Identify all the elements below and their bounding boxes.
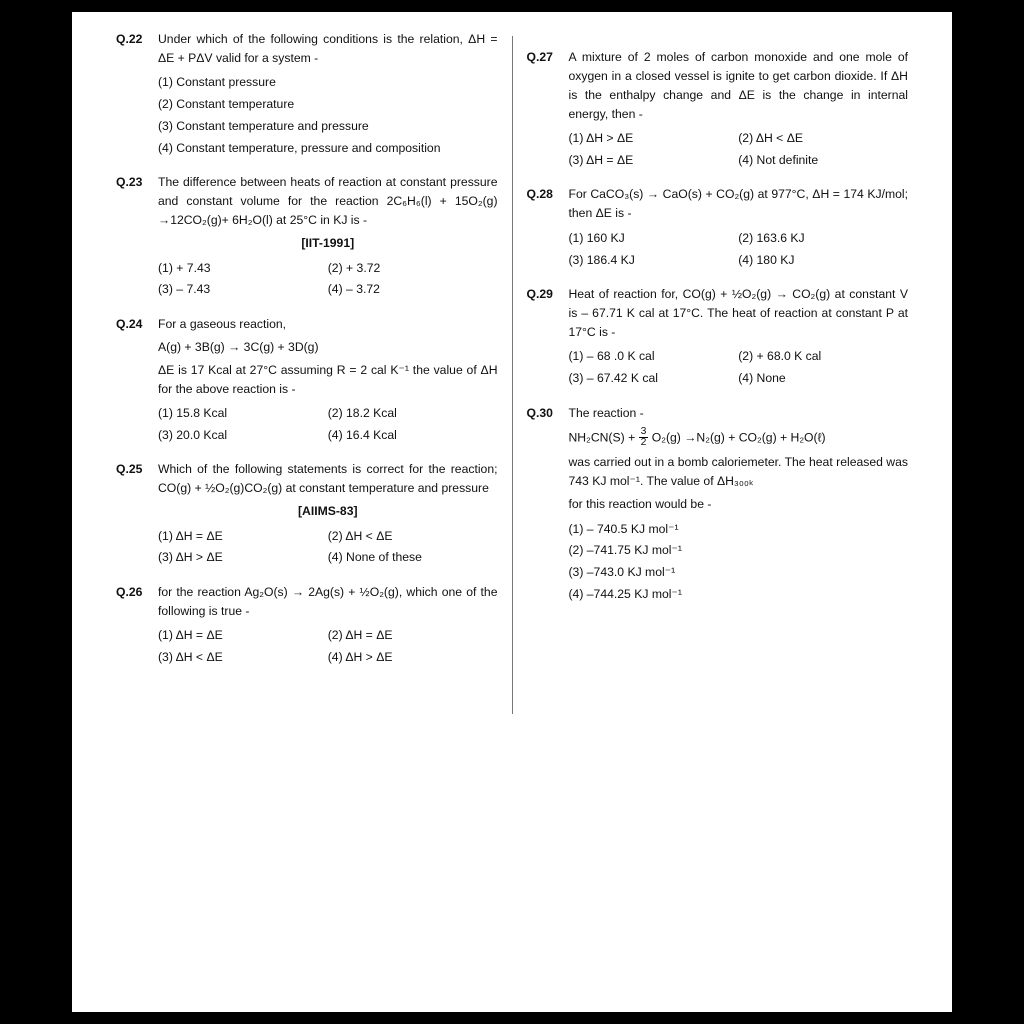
question-number: Q.28 [527, 185, 569, 271]
option-4: (4) Constant temperature, pressure and c… [158, 138, 498, 160]
question-body: The difference between heats of reaction… [158, 173, 498, 300]
question-number: Q.27 [527, 48, 569, 171]
question-stem: Which of the following statements is cor… [158, 460, 498, 498]
option-3: (3) 186.4 KJ [569, 249, 739, 271]
options: (1) Constant pressure (2) Constant tempe… [158, 72, 498, 160]
frac-den: 2 [639, 438, 649, 449]
options: (1) – 68 .0 K cal (2) + 68.0 K cal (3) –… [569, 346, 909, 390]
option-3: (3) ΔH = ΔE [569, 150, 739, 172]
option-1: (1) 15.8 Kcal [158, 403, 328, 425]
option-4: (4) Not definite [738, 150, 908, 172]
option-1: (1) ΔH > ΔE [569, 128, 739, 150]
exam-page: Q.22 Under which of the following condit… [72, 12, 952, 1012]
option-2: (2) Constant temperature [158, 94, 498, 116]
question-stem: For CaCO₃(s) → CaO(s) + CO₂(g) at 977°C,… [569, 185, 909, 223]
option-2: (2) ΔH < ΔE [738, 128, 908, 150]
reference-tag: [IIT-1991] [158, 234, 498, 253]
question-stem: The difference between heats of reaction… [158, 173, 498, 230]
option-3: (3) 20.0 Kcal [158, 424, 328, 446]
question-equation: A(g) + 3B(g) → 3C(g) + 3D(g) [158, 338, 498, 357]
right-column: Q.27 A mixture of 2 moles of carbon mono… [513, 30, 923, 994]
question-number: Q.30 [527, 404, 569, 606]
options: (1) 15.8 Kcal (2) 18.2 Kcal (3) 20.0 Kca… [158, 403, 498, 447]
option-1: (1) – 740.5 KJ mol⁻¹ [569, 518, 909, 540]
option-4: (4) 180 KJ [738, 249, 908, 271]
options: (1) 160 KJ (2) 163.6 KJ (3) 186.4 KJ (4)… [569, 227, 909, 271]
option-2: (2) ΔH < ΔE [328, 525, 498, 547]
options: (1) ΔH = ΔE (2) ΔH < ΔE (3) ΔH > ΔE (4) … [158, 525, 498, 569]
question-number: Q.24 [116, 315, 158, 446]
option-2: (2) + 68.0 K cal [738, 346, 908, 368]
question-stem-1: The reaction - [569, 404, 909, 423]
question-body: A mixture of 2 moles of carbon monoxide … [569, 48, 909, 171]
option-4: (4) –744.25 KJ mol⁻¹ [569, 584, 909, 606]
question-stem: Heat of reaction for, CO(g) + ½O₂(g) → C… [569, 285, 909, 342]
question-27: Q.27 A mixture of 2 moles of carbon mono… [527, 48, 909, 171]
question-22: Q.22 Under which of the following condit… [116, 30, 498, 159]
option-4: (4) None [738, 368, 908, 390]
eq-pre: NH₂CN(S) + [569, 430, 639, 444]
left-column: Q.22 Under which of the following condit… [102, 30, 512, 994]
question-stem-1: For a gaseous reaction, [158, 315, 498, 334]
question-23: Q.23 The difference between heats of rea… [116, 173, 498, 300]
question-stem: A mixture of 2 moles of carbon monoxide … [569, 48, 909, 124]
option-2: (2) –741.75 KJ mol⁻¹ [569, 540, 909, 562]
option-3: (3) –743.0 KJ mol⁻¹ [569, 562, 909, 584]
option-1: (1) ΔH = ΔE [158, 625, 328, 647]
option-2: (2) ΔH = ΔE [328, 625, 498, 647]
reference-tag: [AIIMS-83] [158, 502, 498, 521]
question-stem-3: for this reaction would be - [569, 495, 909, 514]
question-26: Q.26 for the reaction Ag₂O(s) → 2Ag(s) +… [116, 583, 498, 669]
options: (1) + 7.43 (2) + 3.72 (3) – 7.43 (4) – 3… [158, 257, 498, 301]
question-body: Under which of the following conditions … [158, 30, 498, 159]
question-stem-2: was carried out in a bomb caloriemeter. … [569, 453, 909, 491]
question-24: Q.24 For a gaseous reaction, A(g) + 3B(g… [116, 315, 498, 446]
options: (1) ΔH = ΔE (2) ΔH = ΔE (3) ΔH < ΔE (4) … [158, 625, 498, 669]
option-2: (2) 18.2 Kcal [328, 403, 498, 425]
option-3: (3) ΔH > ΔE [158, 547, 328, 569]
option-2: (2) 163.6 KJ [738, 227, 908, 249]
question-body: Which of the following statements is cor… [158, 460, 498, 569]
option-4: (4) ΔH > ΔE [328, 647, 498, 669]
option-1: (1) – 68 .0 K cal [569, 346, 739, 368]
eq-post: O₂(g) →N₂(g) + CO₂(g) + H₂O(ℓ) [648, 430, 825, 444]
question-number: Q.29 [527, 285, 569, 390]
option-4: (4) – 3.72 [328, 279, 498, 301]
question-29: Q.29 Heat of reaction for, CO(g) + ½O₂(g… [527, 285, 909, 390]
option-3: (3) ΔH < ΔE [158, 647, 328, 669]
question-body: The reaction - NH₂CN(S) + 32 O₂(g) →N₂(g… [569, 404, 909, 606]
question-number: Q.26 [116, 583, 158, 669]
question-stem: for the reaction Ag₂O(s) → 2Ag(s) + ½O₂(… [158, 583, 498, 621]
question-25: Q.25 Which of the following statements i… [116, 460, 498, 569]
question-equation: NH₂CN(S) + 32 O₂(g) →N₂(g) + CO₂(g) + H₂… [569, 427, 909, 450]
option-4: (4) None of these [328, 547, 498, 569]
options: (1) – 740.5 KJ mol⁻¹ (2) –741.75 KJ mol⁻… [569, 518, 909, 606]
option-4: (4) 16.4 Kcal [328, 424, 498, 446]
fraction: 32 [639, 427, 649, 450]
option-2: (2) + 3.72 [328, 257, 498, 279]
question-stem: Under which of the following conditions … [158, 30, 498, 68]
option-1: (1) Constant pressure [158, 72, 498, 94]
question-30: Q.30 The reaction - NH₂CN(S) + 32 O₂(g) … [527, 404, 909, 606]
question-number: Q.22 [116, 30, 158, 159]
option-1: (1) 160 KJ [569, 227, 739, 249]
option-1: (1) + 7.43 [158, 257, 328, 279]
option-3: (3) – 7.43 [158, 279, 328, 301]
question-body: for the reaction Ag₂O(s) → 2Ag(s) + ½O₂(… [158, 583, 498, 669]
option-3: (3) – 67.42 K cal [569, 368, 739, 390]
question-number: Q.23 [116, 173, 158, 300]
spacer [527, 30, 909, 48]
question-body: Heat of reaction for, CO(g) + ½O₂(g) → C… [569, 285, 909, 390]
question-28: Q.28 For CaCO₃(s) → CaO(s) + CO₂(g) at 9… [527, 185, 909, 271]
question-stem-2: ΔE is 17 Kcal at 27°C assuming R = 2 cal… [158, 361, 498, 399]
options: (1) ΔH > ΔE (2) ΔH < ΔE (3) ΔH = ΔE (4) … [569, 128, 909, 172]
question-body: For CaCO₃(s) → CaO(s) + CO₂(g) at 977°C,… [569, 185, 909, 271]
question-number: Q.25 [116, 460, 158, 569]
option-3: (3) Constant temperature and pressure [158, 116, 498, 138]
question-body: For a gaseous reaction, A(g) + 3B(g) → 3… [158, 315, 498, 446]
option-1: (1) ΔH = ΔE [158, 525, 328, 547]
